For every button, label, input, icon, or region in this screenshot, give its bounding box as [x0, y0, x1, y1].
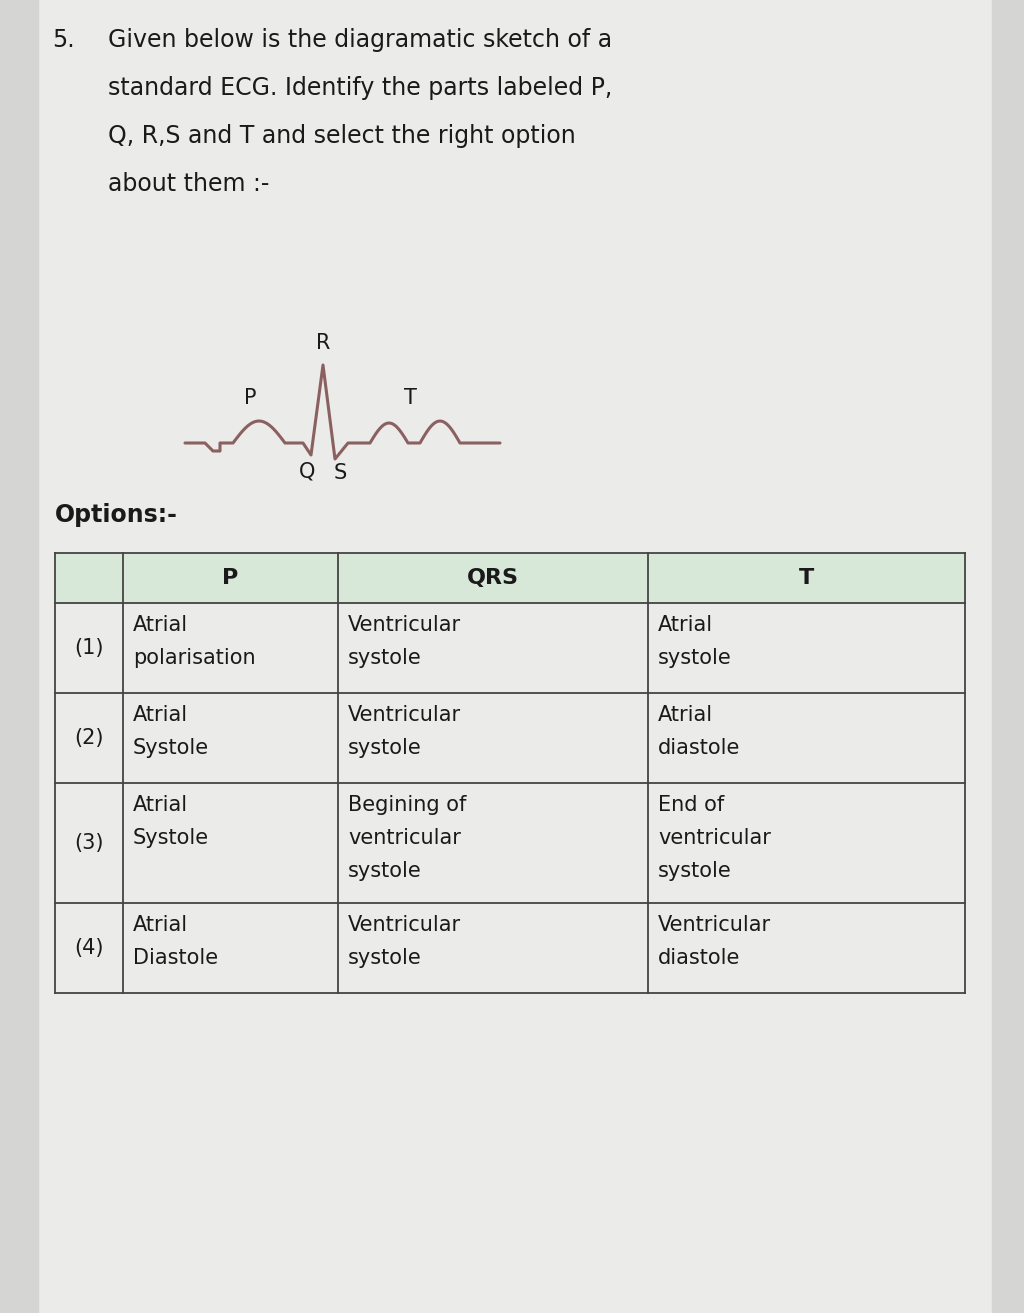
Text: (4): (4) — [75, 937, 103, 958]
Text: (3): (3) — [75, 832, 103, 853]
Text: Atrial
systole: Atrial systole — [658, 614, 732, 668]
Text: Atrial
polarisation: Atrial polarisation — [133, 614, 256, 668]
Text: Atrial
Diastole: Atrial Diastole — [133, 915, 218, 968]
Text: S: S — [334, 463, 347, 483]
Bar — [0, 0, 38, 1313]
Text: about them :-: about them :- — [108, 172, 269, 196]
Text: T: T — [403, 389, 417, 408]
Text: P: P — [244, 389, 256, 408]
Text: QRS: QRS — [467, 569, 519, 588]
Text: (1): (1) — [75, 638, 103, 658]
Text: standard ECG. Identify the parts labeled P,: standard ECG. Identify the parts labeled… — [108, 76, 612, 100]
Text: Q, R,S and T and select the right option: Q, R,S and T and select the right option — [108, 123, 575, 148]
Text: Atrial
diastole: Atrial diastole — [658, 705, 740, 758]
Text: Begining of
ventricular
systole: Begining of ventricular systole — [348, 794, 466, 881]
Text: Q: Q — [299, 461, 315, 481]
Text: Ventricular
diastole: Ventricular diastole — [658, 915, 771, 968]
Bar — [992, 0, 1024, 1313]
Text: Ventricular
systole: Ventricular systole — [348, 705, 461, 758]
Text: T: T — [799, 569, 814, 588]
Text: Ventricular
systole: Ventricular systole — [348, 614, 461, 668]
Bar — [55, 553, 965, 603]
Text: P: P — [222, 569, 239, 588]
Text: Atrial
Systole: Atrial Systole — [133, 794, 209, 848]
Text: (2): (2) — [75, 727, 103, 748]
Text: End of
ventricular
systole: End of ventricular systole — [658, 794, 771, 881]
Text: 5.: 5. — [52, 28, 75, 53]
Text: Given below is the diagramatic sketch of a: Given below is the diagramatic sketch of… — [108, 28, 612, 53]
Text: Atrial
Systole: Atrial Systole — [133, 705, 209, 758]
Text: Options:-: Options:- — [55, 503, 178, 527]
Text: R: R — [315, 334, 330, 353]
Text: Ventricular
systole: Ventricular systole — [348, 915, 461, 968]
